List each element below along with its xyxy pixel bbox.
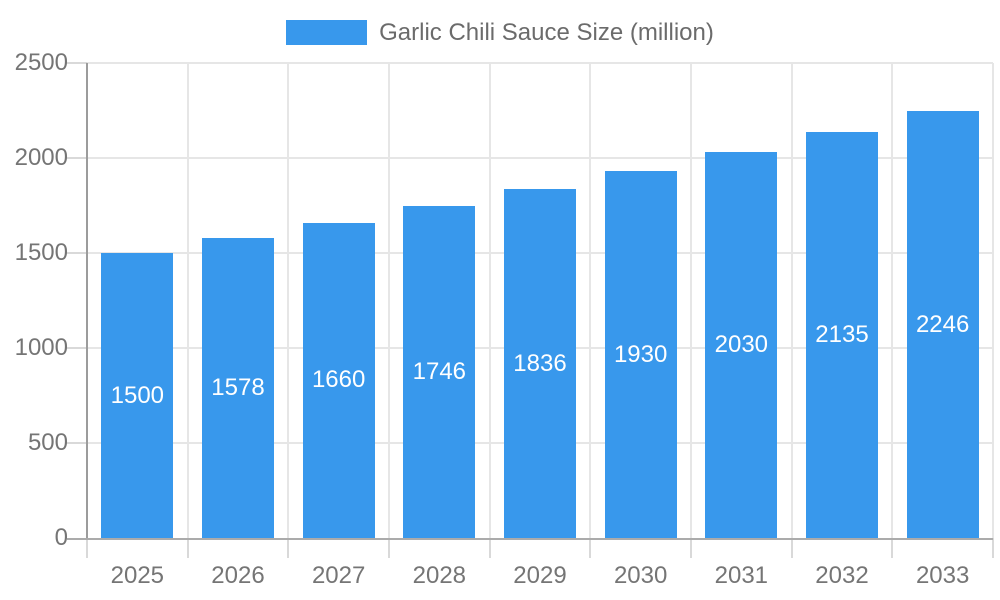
x-axis-baseline: [67, 538, 993, 540]
y-axis-tick-label: 2500: [14, 49, 68, 76]
bar[interactable]: [806, 132, 878, 538]
x-axis-tick-label: 2030: [613, 562, 668, 589]
bar-value-label: 2135: [815, 321, 869, 349]
y-axis-tick-label: 2000: [14, 144, 68, 171]
x-tick: [86, 538, 88, 558]
x-tick: [488, 538, 491, 558]
x-tick: [186, 538, 189, 558]
y-axis-line: [86, 63, 88, 538]
gridline-horizontal: [87, 62, 993, 64]
x-tick: [992, 538, 994, 558]
gridline-vertical: [287, 63, 290, 538]
y-axis-labels: 0 500 1000 1500 2000 2500: [0, 49, 68, 551]
x-axis-tick-label: 2027: [311, 562, 366, 589]
y-axis-tick-label: 1500: [14, 239, 68, 266]
bar[interactable]: [604, 171, 677, 538]
x-tick: [589, 538, 592, 558]
bar-value-label: 1500: [110, 381, 165, 409]
x-tick: [388, 538, 390, 558]
x-axis-tick-label: 2031: [714, 562, 769, 589]
x-tick: [690, 538, 692, 558]
bar[interactable]: [202, 238, 274, 538]
bar[interactable]: [101, 253, 174, 538]
x-axis-tick-label: 2028: [412, 562, 467, 589]
bar-value-label: 2030: [714, 331, 769, 359]
x-tick: [790, 538, 793, 558]
y-tick: [67, 442, 87, 444]
y-axis-tick-label: 0: [54, 524, 68, 551]
gridline-vertical: [186, 63, 189, 538]
x-axis-labels: 2025 2026 2027 2028 2029 2030 2031 2032 2033: [87, 561, 993, 596]
x-axis-tick-label: 2029: [513, 562, 567, 589]
x-axis-tick-label: 2026: [211, 562, 265, 589]
legend[interactable]: Garlic Chili Sauce Size (million): [0, 20, 1000, 45]
bar-value-label: 1836: [513, 349, 567, 377]
gridline-vertical: [992, 63, 994, 538]
legend-label: Garlic Chili Sauce Size (million): [379, 19, 714, 46]
y-tick: [67, 157, 87, 159]
y-axis-tick-label: 1000: [14, 334, 68, 361]
plot-area: 1500 1578 1660 1746 1836 1930 2030 2135 2246: [67, 62, 994, 558]
x-axis-tick-label: 2033: [915, 562, 970, 589]
bar[interactable]: [403, 206, 476, 538]
bar[interactable]: [705, 152, 778, 538]
gridline-horizontal: [87, 157, 993, 159]
bar-value-label: 2246: [915, 310, 970, 338]
gridline-vertical: [891, 63, 894, 538]
gridline-vertical: [488, 63, 491, 538]
bar[interactable]: [906, 111, 979, 538]
y-axis-tick-label: 500: [27, 429, 68, 456]
y-tick: [67, 62, 87, 64]
bar-value-label: 1746: [412, 358, 467, 386]
bar-value-label: 1660: [311, 366, 366, 394]
gridline-vertical: [690, 63, 692, 538]
y-tick: [67, 252, 87, 254]
x-axis-tick-label: 2025: [110, 562, 165, 589]
bar-value-label: 1578: [211, 374, 265, 402]
x-tick: [891, 538, 894, 558]
x-axis-tick-label: 2032: [815, 562, 869, 589]
bar-value-label: 1930: [613, 340, 668, 368]
bar[interactable]: [504, 189, 576, 538]
gridline-vertical: [589, 63, 592, 538]
bar[interactable]: [302, 222, 375, 538]
legend-swatch-icon: [286, 20, 368, 45]
y-tick: [67, 347, 87, 349]
gridline-vertical: [790, 63, 793, 538]
gridline-vertical: [388, 63, 390, 538]
x-tick: [287, 538, 290, 558]
